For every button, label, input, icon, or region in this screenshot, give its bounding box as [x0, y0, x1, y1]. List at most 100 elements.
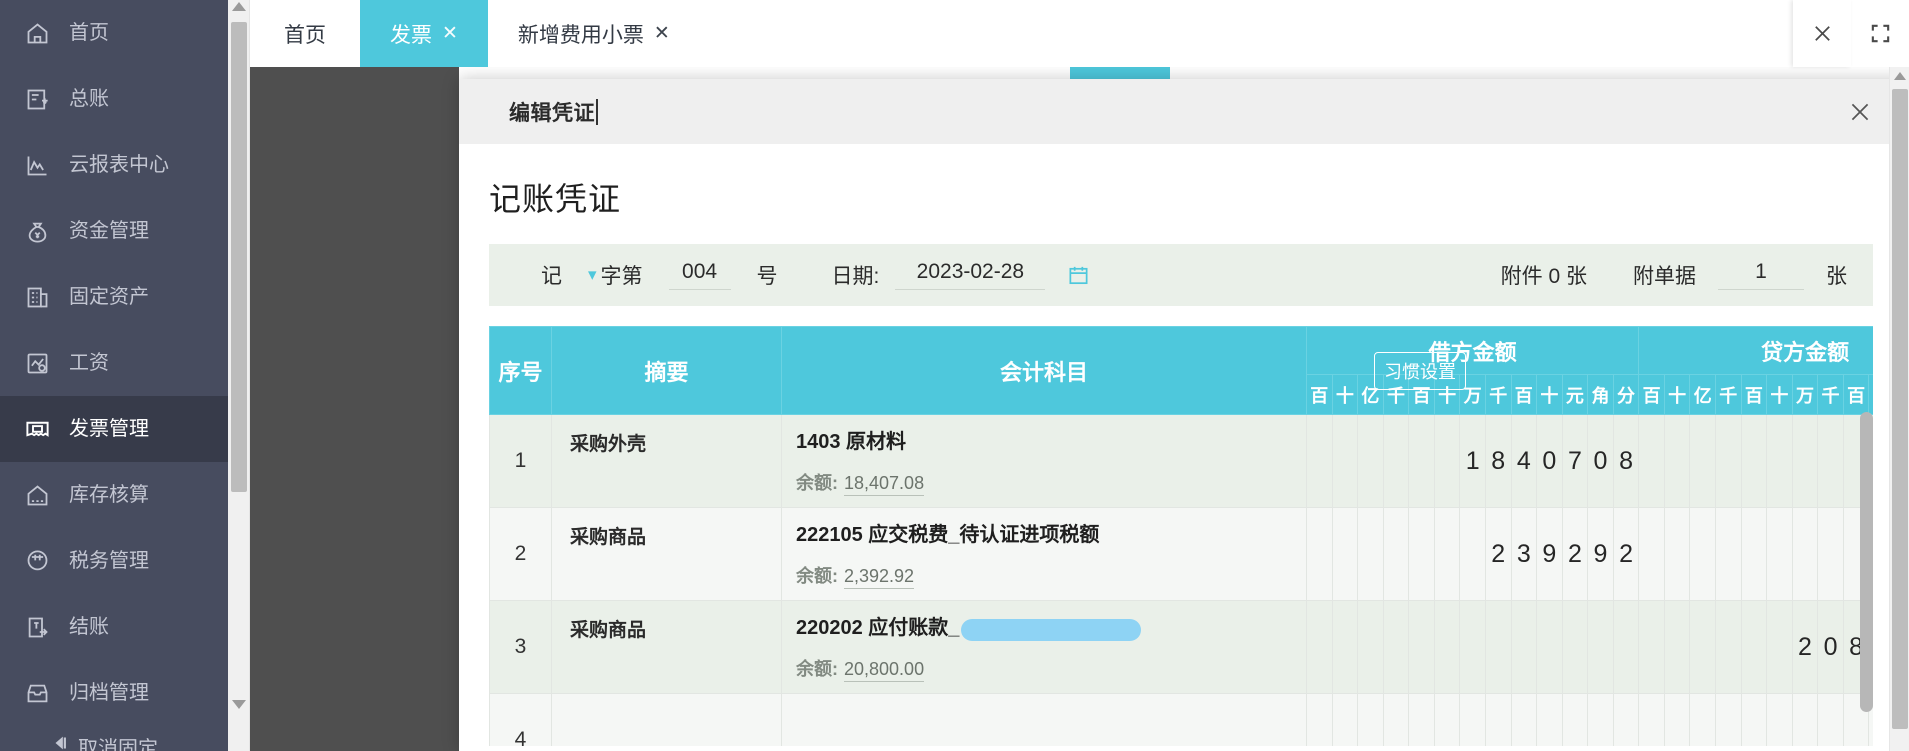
cell-credit-digit-2[interactable] [1689, 693, 1716, 746]
cell-debit-digit-10[interactable]: 7 [1561, 414, 1589, 508]
cell-debit-digit-7[interactable]: 2 [1484, 507, 1512, 601]
cell-summary[interactable] [551, 693, 782, 746]
cell-credit-digit-2[interactable] [1689, 507, 1716, 601]
tab-new-expense-receipt[interactable]: 新增费用小票 ✕ [488, 0, 700, 67]
voucher-number-input[interactable]: 004 [668, 260, 731, 290]
cell-debit-digit-7[interactable] [1484, 693, 1512, 746]
scroll-up-arrow-icon[interactable] [1893, 72, 1906, 80]
cell-credit-digit-7[interactable] [1817, 693, 1844, 746]
cell-debit-digit-4[interactable] [1408, 693, 1435, 746]
cell-credit-digit-2[interactable] [1689, 414, 1716, 508]
cell-account[interactable]: 1403 原材料 余额: 18,407.08 [781, 414, 1307, 508]
window-fullscreen-button[interactable] [1851, 0, 1909, 67]
window-close-button[interactable] [1793, 0, 1851, 67]
cell-debit-digit-2[interactable] [1357, 414, 1384, 508]
sidebar-item-invoice-management[interactable]: 发票管理 [0, 396, 228, 462]
cell-debit-digit-9[interactable] [1536, 600, 1563, 694]
cell-debit-digit-0[interactable] [1306, 414, 1333, 508]
sidebar-item-tax[interactable]: 税务管理 [0, 528, 228, 594]
cell-debit-digit-5[interactable] [1433, 693, 1461, 746]
cell-debit-digit-0[interactable] [1306, 693, 1333, 746]
tab-close-icon[interactable]: ✕ [442, 23, 458, 44]
cell-debit-digit-2[interactable] [1357, 693, 1384, 746]
tab-invoice[interactable]: 发票 ✕ [360, 0, 488, 67]
cell-credit-digit-1[interactable] [1663, 414, 1691, 508]
cell-debit-digit-5[interactable] [1433, 414, 1461, 508]
cell-credit-digit-7[interactable]: 0 [1817, 600, 1844, 694]
table-vertical-scrollbar[interactable] [1860, 412, 1873, 712]
cell-credit-digit-7[interactable] [1817, 414, 1844, 508]
cell-debit-digit-6[interactable] [1459, 600, 1486, 694]
cell-credit-digit-4[interactable] [1740, 507, 1768, 601]
cell-debit-digit-12[interactable] [1612, 600, 1640, 694]
tab-close-icon[interactable]: ✕ [653, 23, 670, 44]
cell-credit-digit-2[interactable] [1689, 600, 1716, 694]
cell-debit-digit-7[interactable] [1484, 600, 1512, 694]
sidebar-item-fund[interactable]: 资金管理 [0, 198, 228, 264]
cell-credit-digit-5[interactable] [1766, 600, 1793, 694]
cell-account[interactable]: 222105 应交税费_待认证进项税额 余额: 2,392.92 [781, 507, 1307, 601]
voucher-date-input[interactable]: 2023-02-28 [895, 260, 1046, 290]
scrollbar-thumb[interactable] [231, 22, 247, 492]
cell-debit-digit-1[interactable] [1331, 693, 1359, 746]
cell-debit-digit-11[interactable]: 0 [1587, 414, 1614, 508]
left-vertical-scrollbar[interactable] [228, 0, 250, 751]
tab-home[interactable]: 首页 [250, 0, 360, 67]
cell-credit-digit-4[interactable] [1740, 414, 1768, 508]
cell-debit-digit-5[interactable] [1433, 600, 1461, 694]
cell-debit-digit-12[interactable]: 8 [1612, 414, 1640, 508]
cell-credit-digit-6[interactable] [1791, 507, 1819, 601]
cell-credit-digit-4[interactable] [1740, 693, 1768, 746]
cell-debit-digit-8[interactable] [1510, 693, 1538, 746]
cell-debit-digit-5[interactable] [1433, 507, 1461, 601]
cell-summary[interactable]: 采购外壳 [551, 414, 782, 508]
cell-debit-digit-2[interactable] [1357, 600, 1384, 694]
cell-debit-digit-6[interactable] [1459, 693, 1486, 746]
scroll-up-arrow-icon[interactable] [231, 2, 246, 11]
calendar-icon[interactable] [1067, 264, 1090, 287]
cell-debit-digit-3[interactable] [1382, 600, 1410, 694]
cell-credit-digit-0[interactable] [1638, 507, 1665, 601]
cell-credit-digit-0[interactable] [1638, 600, 1665, 694]
cell-debit-digit-8[interactable] [1510, 600, 1538, 694]
cell-debit-digit-3[interactable] [1382, 507, 1410, 601]
cell-debit-digit-11[interactable]: 9 [1587, 507, 1614, 601]
cell-debit-digit-0[interactable] [1306, 600, 1333, 694]
dialog-close-button[interactable] [1843, 95, 1877, 129]
cell-debit-digit-3[interactable] [1382, 414, 1410, 508]
cell-credit-digit-3[interactable] [1715, 507, 1742, 601]
cell-debit-digit-11[interactable] [1587, 600, 1614, 694]
cell-credit-digit-3[interactable] [1715, 693, 1742, 746]
receipt-count-input[interactable]: 1 [1718, 260, 1804, 290]
chevron-down-icon[interactable]: ▾ [588, 265, 597, 284]
cell-debit-digit-11[interactable] [1587, 693, 1614, 746]
sidebar-collapse-toggle[interactable]: 取消固定 [0, 726, 228, 751]
cell-credit-digit-5[interactable] [1766, 693, 1793, 746]
cell-account[interactable]: 220202 应付账款_ 余额: 20,800.00 [781, 600, 1307, 694]
table-row[interactable]: 1 采购外壳 1403 原材料 余额: 18,407.08 1 8 4 0 7 0 8 [489, 414, 1873, 508]
cell-debit-digit-2[interactable] [1357, 507, 1384, 601]
cell-summary[interactable]: 采购商品 [551, 507, 782, 601]
cell-debit-digit-8[interactable]: 4 [1510, 414, 1538, 508]
cell-credit-digit-4[interactable] [1740, 600, 1768, 694]
sidebar-item-payroll[interactable]: 工资 [0, 330, 228, 396]
cell-credit-digit-6[interactable] [1791, 693, 1819, 746]
cell-debit-digit-4[interactable] [1408, 600, 1435, 694]
sidebar-item-home[interactable]: 首页 [0, 0, 228, 66]
sidebar-item-inventory[interactable]: 库存核算 [0, 462, 228, 528]
cell-credit-digit-0[interactable] [1638, 693, 1665, 746]
sidebar-item-ledger[interactable]: 总账 [0, 66, 228, 132]
cell-credit-digit-6[interactable] [1791, 414, 1819, 508]
page-vertical-scrollbar[interactable] [1889, 67, 1909, 751]
cell-debit-digit-12[interactable] [1612, 693, 1640, 746]
cell-credit-digit-3[interactable] [1715, 414, 1742, 508]
cell-debit-digit-9[interactable] [1536, 693, 1563, 746]
cell-credit-digit-6[interactable]: 2 [1791, 600, 1819, 694]
cell-debit-digit-1[interactable] [1331, 507, 1359, 601]
cell-debit-digit-7[interactable]: 8 [1484, 414, 1512, 508]
scrollbar-thumb[interactable] [1892, 89, 1908, 729]
cell-credit-digit-7[interactable] [1817, 507, 1844, 601]
table-row[interactable]: 2 采购商品 222105 应交税费_待认证进项税额 余额: 2,392.92 2 3 9 2 9… [489, 507, 1873, 601]
sidebar-item-closing[interactable]: 结账 [0, 594, 228, 660]
